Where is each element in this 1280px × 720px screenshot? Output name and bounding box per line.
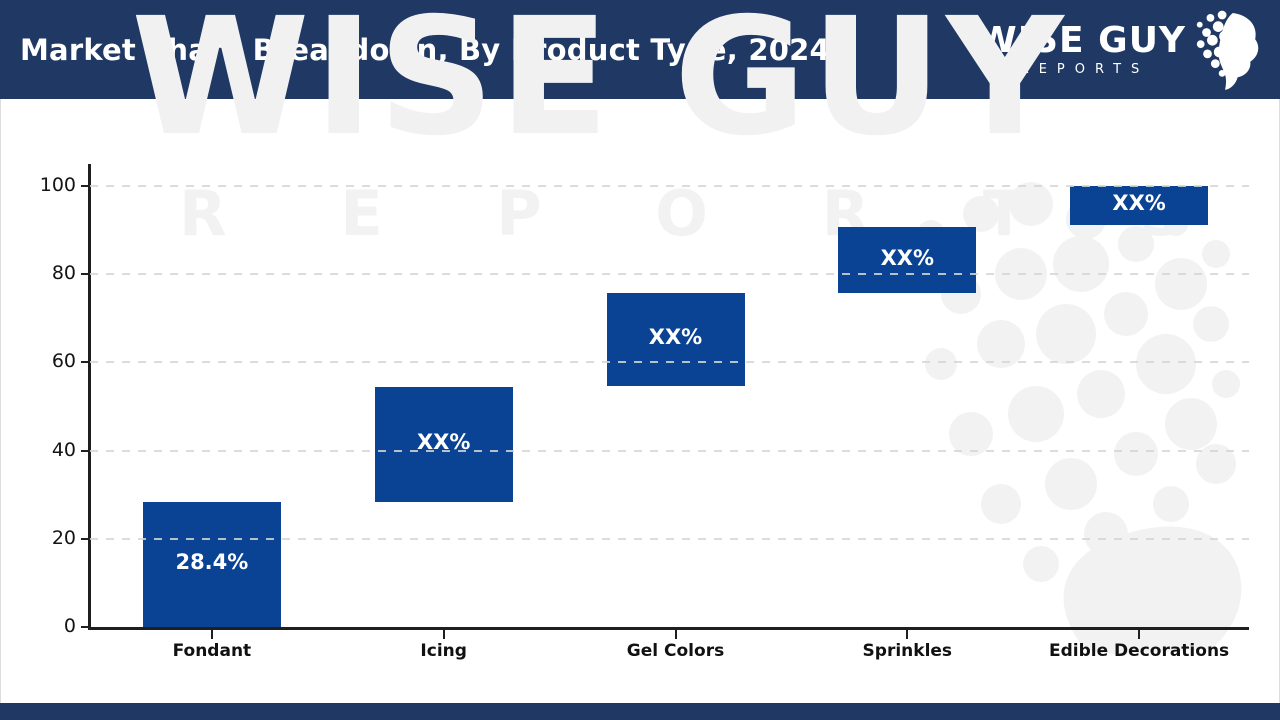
x-tick-0 (210, 630, 213, 639)
x-tick-4 (1138, 630, 1141, 639)
y-tick-80 (81, 273, 90, 276)
y-tick-40 (81, 449, 90, 452)
y-tick-label-0: 0 (63, 615, 76, 637)
y-tick-label-100: 100 (39, 174, 76, 196)
bar-sprinkles (838, 226, 977, 293)
x-tick-1 (442, 630, 445, 639)
header-bar: Market Share Breakdown, By Product Type,… (0, 0, 1280, 99)
bar-value-label: XX% (416, 430, 471, 455)
gridline-y40 (90, 449, 1249, 452)
logo-wiseguy-text: WISE GUY (976, 19, 1186, 61)
gridline-y100 (90, 185, 1249, 187)
x-tick-3 (906, 630, 909, 639)
y-tick-label-20: 20 (51, 526, 76, 549)
y-tick-20 (81, 537, 90, 540)
logo: WISE GUY REPORTS (977, 9, 1262, 91)
bar-value-label: XX% (648, 325, 703, 350)
y-axis-line (88, 164, 91, 630)
bar-icing (374, 386, 513, 502)
footer-bar (0, 703, 1280, 720)
y-tick-label-60: 60 (51, 350, 76, 373)
watermark-wiseguy: WISE GUY (131, 0, 1068, 172)
x-tick-2 (674, 630, 677, 639)
bar-value-label: 28.4% (175, 550, 249, 575)
bar-edible-decorations (1070, 186, 1209, 225)
bar-value-label: XX% (880, 245, 935, 270)
logo-text: WISE GUY REPORTS (976, 19, 1186, 77)
chart-area: WISE GUY R E P O R T S 0 20 40 60 80 100 28.4%… (0, 0, 1280, 703)
gridline-y80 (90, 273, 1249, 276)
x-category-label: Sprinkles (862, 641, 953, 661)
y-tick-label-80: 80 (51, 262, 76, 285)
y-tick-0 (81, 626, 90, 628)
y-tick-60 (81, 361, 90, 364)
page-title: Market Share Breakdown, By Product Type,… (20, 32, 830, 67)
bar-value-label: XX% (1112, 191, 1166, 216)
logo-head-icon (1196, 10, 1259, 90)
bar-fondant (142, 501, 281, 627)
bar-gel-colors (606, 293, 745, 386)
logo-reports-text: REPORTS (1019, 61, 1150, 77)
x-category-label: Edible Decorations (1049, 641, 1230, 661)
x-category-label: Icing (420, 641, 467, 661)
y-tick-label-40: 40 (51, 438, 76, 461)
x-category-label: Fondant (172, 641, 252, 661)
gridline-y20 (90, 537, 1249, 540)
y-tick-100 (81, 185, 90, 187)
x-axis-line (88, 627, 1249, 630)
gridline-y60 (90, 361, 1249, 364)
x-category-label: Gel Colors (626, 641, 725, 661)
